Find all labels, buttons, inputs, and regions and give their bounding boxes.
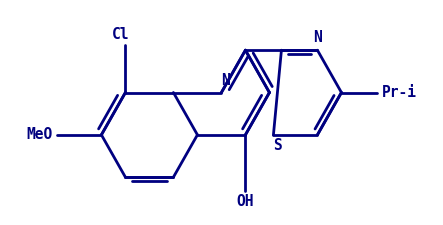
Text: Cl: Cl [112,27,130,42]
Text: Pr-i: Pr-i [382,85,417,100]
Text: N: N [222,73,230,88]
Text: S: S [273,138,282,153]
Text: OH: OH [237,194,254,209]
Text: N: N [313,30,322,45]
Text: MeO: MeO [27,127,53,142]
